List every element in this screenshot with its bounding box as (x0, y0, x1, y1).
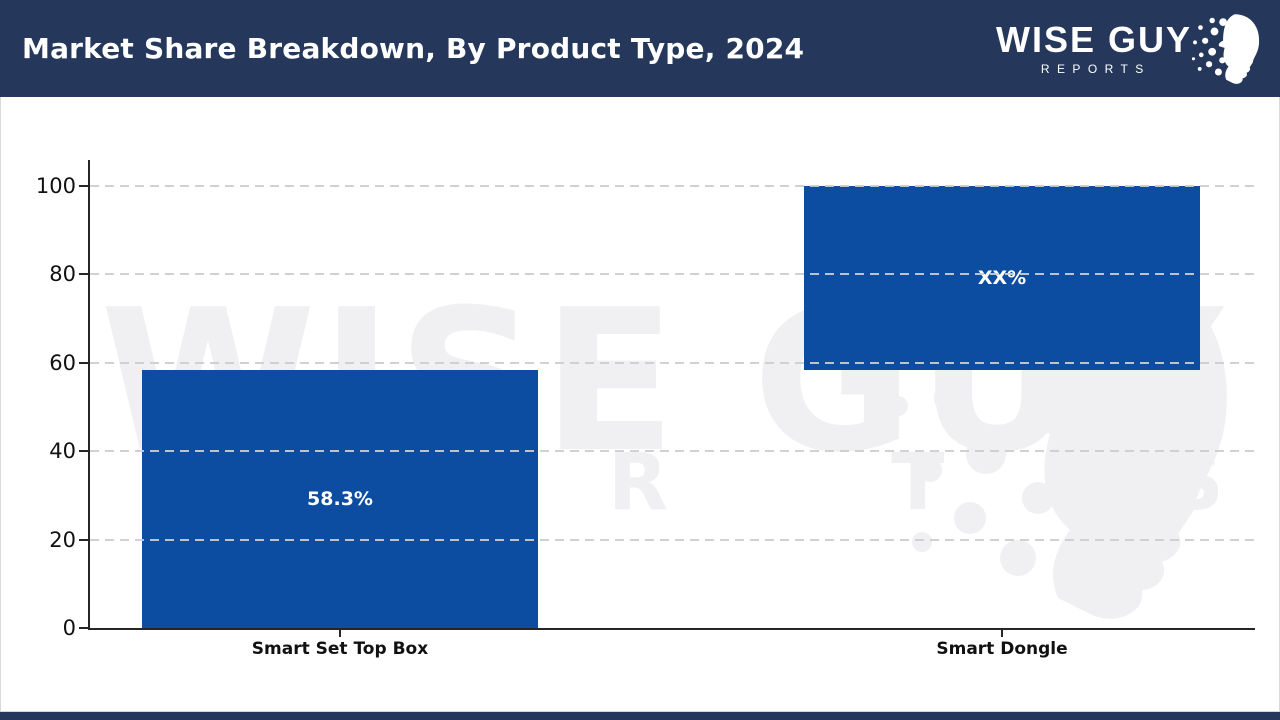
y-tick-label: 20 (49, 527, 76, 552)
page-title: Market Share Breakdown, By Product Type,… (22, 32, 805, 65)
gridline (90, 361, 1255, 364)
footer-band (0, 712, 1280, 720)
face-profile-icon (1191, 13, 1260, 84)
x-tick-mark (1001, 630, 1003, 637)
bar-value-label: XX% (977, 267, 1027, 290)
y-tick-label: 100 (35, 174, 76, 198)
gridline (90, 538, 1255, 541)
y-tick-mark (79, 273, 88, 276)
gridline (90, 185, 1255, 187)
logo-subtitle: REPORTS (1040, 62, 1151, 76)
y-tick-label: 60 (49, 350, 76, 375)
y-tick-label: 80 (49, 262, 76, 287)
footer-hairline (0, 711, 1280, 712)
y-tick-mark (79, 627, 88, 629)
x-axis-category-label: Smart Dongle (936, 639, 1068, 659)
y-tick-label: 40 (49, 439, 76, 464)
y-tick-label: 0 (62, 616, 76, 640)
wise-guy-logo: WISE GUY REPORTS (996, 7, 1266, 91)
x-axis-category-label: Smart Set Top Box (251, 639, 429, 659)
logo-wordmark: WISE GUY (995, 19, 1192, 60)
logo-text: WISE GUY REPORTS (995, 19, 1192, 76)
y-tick-mark (79, 185, 88, 187)
y-tick-mark (79, 538, 88, 541)
bar-smart-dongle: XX% (804, 186, 1200, 371)
gridline (90, 450, 1255, 453)
bar-smart-set-top-box: 58.3% (142, 370, 538, 628)
x-tick-mark (339, 630, 341, 637)
y-tick-mark (79, 361, 88, 364)
gridline (90, 273, 1255, 276)
header-band: Market Share Breakdown, By Product Type,… (0, 0, 1280, 97)
left-border (0, 97, 1, 711)
bar-value-label: 58.3% (307, 488, 373, 511)
y-tick-mark (79, 450, 88, 453)
plot-area: 58.3% XX% (88, 160, 1255, 630)
